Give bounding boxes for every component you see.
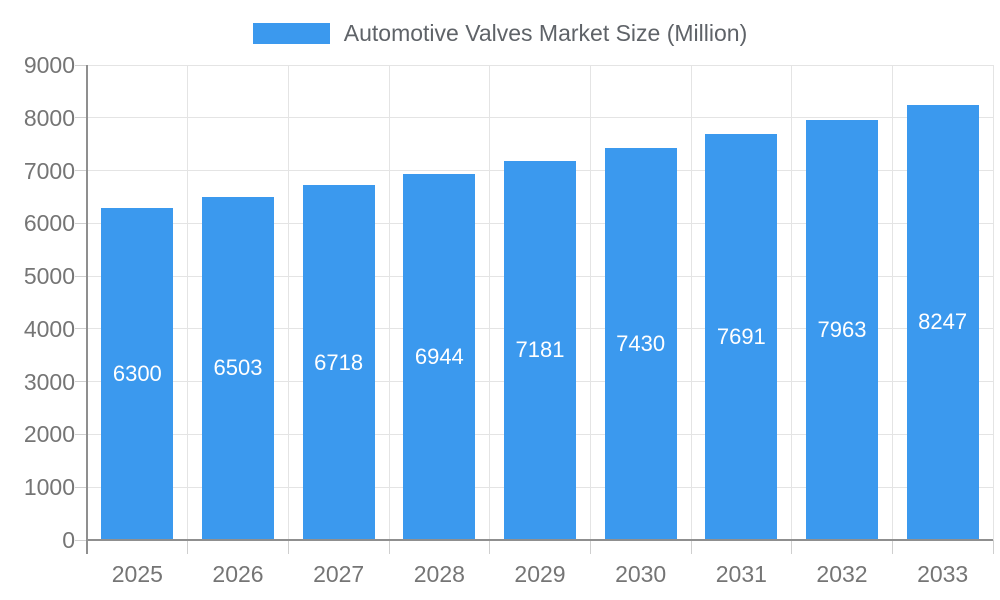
- bar: 6944: [403, 173, 476, 540]
- grid-line-v: [388, 65, 390, 540]
- bar-value-label: 6944: [414, 343, 464, 369]
- bar: 7181: [504, 161, 576, 540]
- y-axis-tick: [75, 381, 87, 383]
- y-axis-tick: [75, 275, 87, 277]
- x-axis-tick: [891, 540, 893, 554]
- bar-value-label: 6718: [314, 349, 364, 375]
- y-axis-tick: [75, 117, 87, 119]
- grid-line-v: [287, 65, 289, 540]
- bar-value-label: 8247: [918, 309, 968, 335]
- x-tick-label: 2029: [514, 561, 566, 587]
- bar: 6718: [302, 185, 375, 540]
- y-axis-tick: [75, 433, 87, 435]
- x-tick-label: 2033: [917, 561, 969, 587]
- y-axis-line: [86, 65, 88, 554]
- grid-line-h: [87, 64, 993, 66]
- y-axis-tick: [75, 486, 87, 488]
- bar: 7430: [604, 147, 677, 540]
- y-tick-label: 1000: [23, 474, 75, 501]
- y-axis-tick: [75, 64, 87, 66]
- x-tick-label: 2025: [111, 561, 163, 587]
- y-axis-tick: [75, 170, 87, 172]
- x-axis-tick: [589, 540, 591, 554]
- y-tick-label: 2000: [23, 421, 75, 448]
- y-tick-label: 7000: [23, 157, 75, 184]
- grid-line-h: [87, 117, 993, 119]
- y-tick-label: 6000: [23, 210, 75, 237]
- y-tick-label: 0: [62, 527, 75, 553]
- bar: 6503: [202, 196, 274, 540]
- x-tick-label: 2026: [212, 561, 264, 587]
- grid-line-v: [992, 65, 994, 540]
- y-axis-tick: [75, 222, 87, 224]
- bar-value-label: 7430: [616, 330, 666, 356]
- y-tick-label: 8000: [23, 104, 75, 131]
- legend-label: Automotive Valves Market Size (Million): [343, 19, 748, 46]
- x-axis-tick: [388, 540, 390, 554]
- x-tick-label: 2030: [615, 561, 667, 587]
- bar: 7963: [806, 119, 878, 540]
- y-axis-tick: [75, 539, 87, 541]
- grid-line-v: [690, 65, 692, 540]
- legend-swatch: [252, 22, 330, 44]
- x-tick-label: 2031: [715, 561, 767, 587]
- x-axis-tick: [187, 540, 189, 554]
- bar-value-label: 6503: [213, 355, 263, 381]
- x-axis-tick: [690, 540, 692, 554]
- grid-line-v: [489, 65, 491, 540]
- x-tick-label: 2032: [816, 561, 868, 587]
- bar-value-label: 7963: [817, 316, 867, 342]
- bar-value-label: 6300: [112, 360, 162, 386]
- grid-line-v: [187, 65, 189, 540]
- x-axis-tick: [992, 540, 994, 554]
- y-axis-tick: [75, 328, 87, 330]
- bar-value-label: 7691: [716, 324, 766, 350]
- grid-line-v: [891, 65, 893, 540]
- grid-line-v: [791, 65, 793, 540]
- y-tick-label: 9000: [23, 52, 75, 78]
- x-axis-tick: [791, 540, 793, 554]
- bar: 6300: [101, 207, 174, 540]
- y-tick-label: 4000: [23, 315, 75, 342]
- x-tick-label: 2027: [313, 561, 365, 587]
- y-tick-label: 5000: [23, 263, 75, 290]
- bar-value-label: 7181: [515, 337, 565, 363]
- chart-legend: Automotive Valves Market Size (Million): [0, 18, 1000, 48]
- bar: 8247: [906, 104, 979, 540]
- x-axis-line: [87, 539, 993, 541]
- x-axis-tick: [287, 540, 289, 554]
- x-tick-label: 2028: [413, 561, 465, 587]
- y-tick-label: 3000: [23, 368, 75, 395]
- grid-line-v: [589, 65, 591, 540]
- x-axis-tick: [489, 540, 491, 554]
- bar: 7691: [705, 134, 778, 540]
